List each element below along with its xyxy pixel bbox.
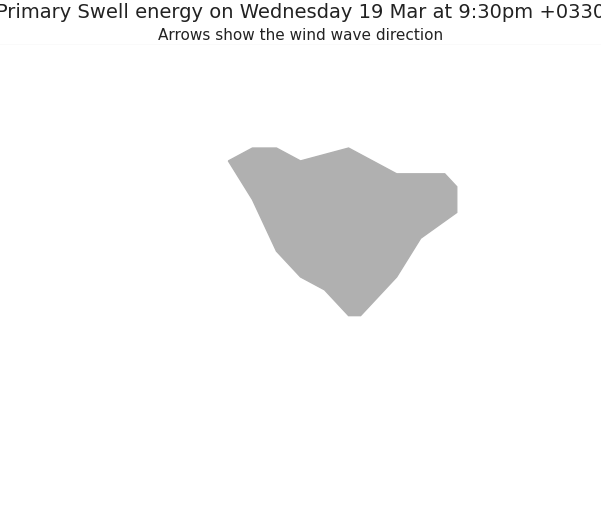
Text: Arrows show the wind wave direction: Arrows show the wind wave direction xyxy=(158,28,443,43)
Text: Primary Swell energy on Wednesday 19 Mar at 9:30pm +0330: Primary Swell energy on Wednesday 19 Mar… xyxy=(0,4,601,22)
Polygon shape xyxy=(228,149,457,316)
